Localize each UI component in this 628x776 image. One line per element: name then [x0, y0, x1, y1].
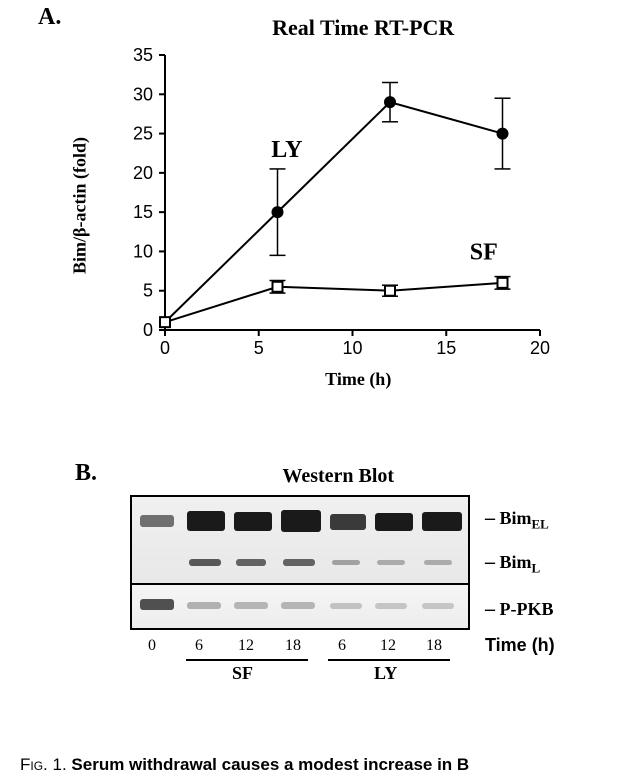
caption-fig-label: Fig. 1.	[20, 755, 67, 774]
time-label-2: 12	[238, 637, 254, 655]
svg-text:20: 20	[530, 338, 550, 358]
svg-text:SF: SF	[470, 239, 498, 265]
blot-bottom-section	[132, 585, 468, 628]
sf-condition-label: SF	[232, 663, 253, 684]
svg-text:25: 25	[133, 124, 153, 144]
chart-svg: 0 5 10 15 20 25 30 35 0 5 10 15 20 LY SF	[100, 40, 590, 375]
svg-text:0: 0	[160, 338, 170, 358]
svg-text:0: 0	[143, 320, 153, 340]
time-axis-label: Time (h)	[485, 635, 555, 656]
band-label-biml: – BimL	[485, 551, 540, 577]
figure-caption: Fig. 1. Serum withdrawal causes a modest…	[20, 755, 469, 775]
ly-underline	[328, 659, 450, 661]
time-label-1: 6	[195, 637, 203, 655]
panel-b-blot: Western Blot	[130, 465, 580, 715]
svg-text:15: 15	[133, 202, 153, 222]
svg-text:10: 10	[133, 241, 153, 261]
time-label-0: 0	[148, 637, 156, 655]
band-label-bimel: – BimEL	[485, 507, 549, 533]
svg-text:5: 5	[143, 281, 153, 301]
time-label-5: 12	[380, 637, 396, 655]
svg-text:35: 35	[133, 45, 153, 65]
time-label-6: 18	[426, 637, 442, 655]
svg-text:20: 20	[133, 163, 153, 183]
chart-title: Real Time RT-PCR	[272, 15, 454, 41]
y-axis-label: Bim/β-actin (fold)	[70, 137, 91, 274]
caption-text: Serum withdrawal causes a modest increas…	[71, 755, 469, 774]
svg-text:30: 30	[133, 84, 153, 104]
sf-underline	[186, 659, 308, 661]
time-label-4: 6	[338, 637, 346, 655]
blot-image	[130, 495, 470, 630]
blot-top-section	[132, 497, 468, 585]
panel-b-label: B.	[75, 460, 97, 487]
svg-text:15: 15	[436, 338, 456, 358]
panel-a-chart: Real Time RT-PCR Bim/β-actin (fold) Time…	[100, 15, 590, 395]
svg-text:LY: LY	[271, 137, 302, 163]
time-label-3: 18	[285, 637, 301, 655]
blot-title: Western Blot	[282, 465, 394, 488]
band-label-ppkb: – P-PKB	[485, 598, 554, 621]
panel-a-label: A.	[38, 4, 61, 31]
svg-text:5: 5	[254, 338, 264, 358]
svg-text:10: 10	[342, 338, 362, 358]
ly-condition-label: LY	[374, 663, 397, 684]
